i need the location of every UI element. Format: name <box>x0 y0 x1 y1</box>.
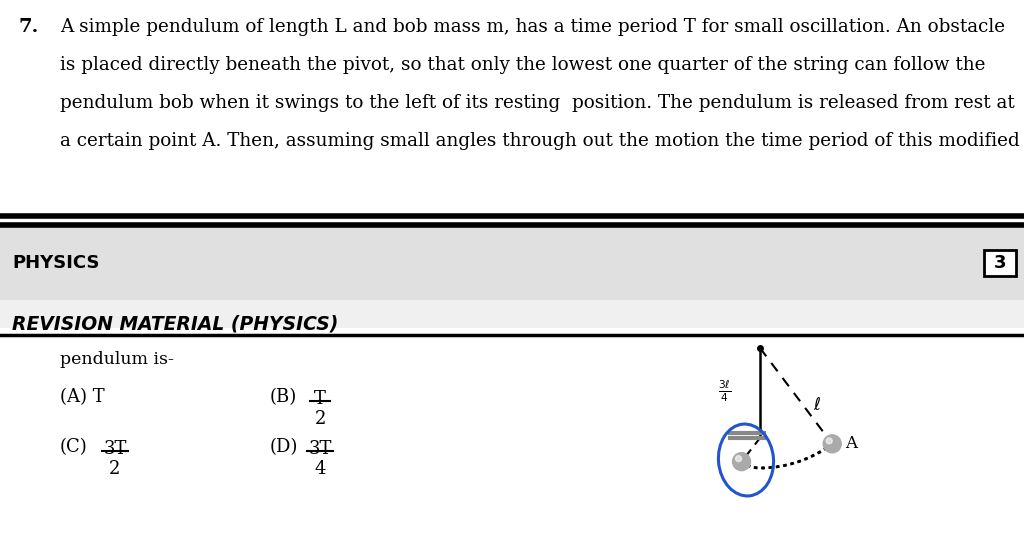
Text: 2: 2 <box>110 460 121 478</box>
Text: $\frac{3\ell}{4}$: $\frac{3\ell}{4}$ <box>719 378 731 404</box>
Bar <box>0 300 1024 548</box>
Text: 3T: 3T <box>103 440 127 458</box>
Circle shape <box>823 435 842 453</box>
Text: A: A <box>845 435 857 452</box>
Text: $\ell$: $\ell$ <box>813 397 821 414</box>
Bar <box>984 249 1016 276</box>
Text: is placed directly beneath the pivot, so that only the lowest one quarter of the: is placed directly beneath the pivot, so… <box>60 56 985 74</box>
Text: 2: 2 <box>314 410 326 428</box>
Text: 4: 4 <box>314 460 326 478</box>
Text: 3T: 3T <box>308 440 332 458</box>
Circle shape <box>732 453 751 471</box>
Text: REVISION MATERIAL (PHYSICS): REVISION MATERIAL (PHYSICS) <box>12 314 338 333</box>
Text: 3: 3 <box>993 254 1007 271</box>
Text: pendulum bob when it swings to the left of its resting  position. The pendulum i: pendulum bob when it swings to the left … <box>60 94 1015 112</box>
Text: (C): (C) <box>60 438 88 456</box>
Text: A simple pendulum of length L and bob mass m, has a time period T for small osci: A simple pendulum of length L and bob ma… <box>60 18 1006 36</box>
Circle shape <box>735 455 741 461</box>
Text: a certain point A. Then, assuming small angles through out the motion the time p: a certain point A. Then, assuming small … <box>60 132 1020 150</box>
Bar <box>0 225 1024 300</box>
Text: (A) T: (A) T <box>60 388 104 406</box>
Text: T: T <box>314 390 326 408</box>
Text: (B): (B) <box>270 388 297 406</box>
Text: (D): (D) <box>270 438 298 456</box>
Bar <box>0 0 1024 253</box>
Text: 7.: 7. <box>18 18 38 36</box>
Circle shape <box>826 438 833 444</box>
Bar <box>0 328 1024 548</box>
Text: PHYSICS: PHYSICS <box>12 254 99 271</box>
Text: pendulum is-: pendulum is- <box>60 351 174 368</box>
